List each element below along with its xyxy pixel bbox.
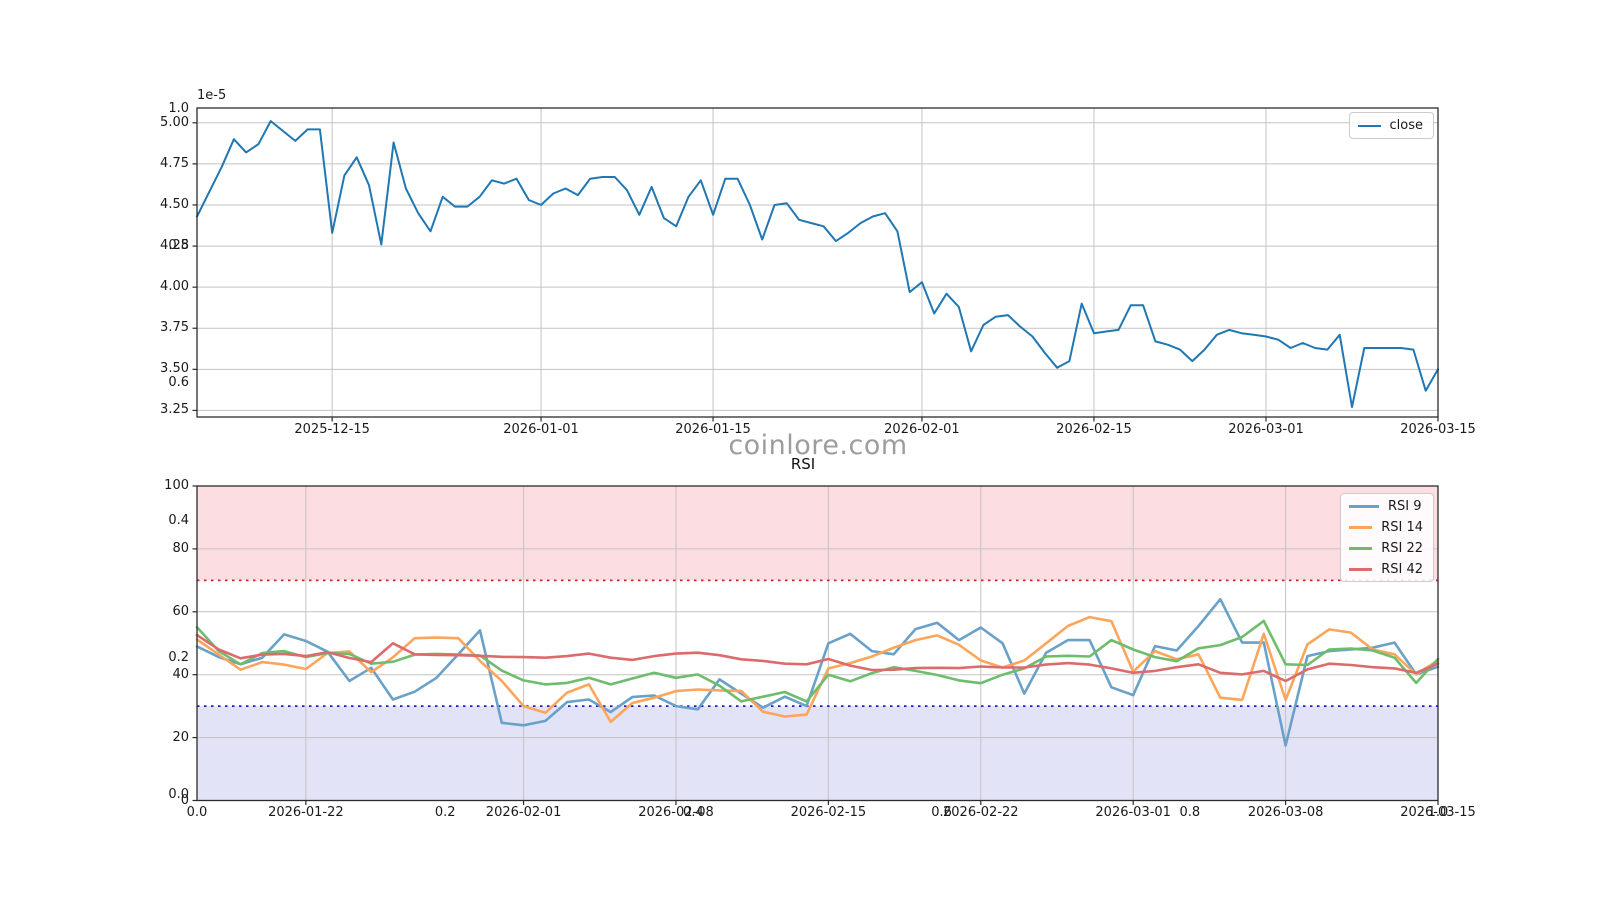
y-tick-label: 3.50 [160,361,189,377]
x-tick-label: 2026-03-01 [1095,805,1171,820]
hidden-axis-y-label: 0.2 [168,649,189,665]
x-tick-label: 2026-03-01 [1228,422,1304,437]
hidden-axis-x-label: 0.8 [1179,805,1201,820]
series-line-rsi-22 [195,619,1440,703]
y-tick-label: 3.75 [160,320,189,336]
price-legend: close [1349,112,1434,139]
hidden-axis-y-label: 0.8 [168,238,189,254]
rsi-chart-title: RSI [790,455,816,473]
x-tick-label: 2026-02-15 [790,805,867,820]
hidden-axis-x-label: 0.6 [931,805,952,820]
y-tick-label: 4.25 [160,238,189,254]
y-tick-label: 3.25 [160,402,189,418]
hidden-axis-y-label: 1.0 [168,101,189,116]
y-tick-label: 5.00 [160,114,189,130]
hidden-axis-x-label: 0.0 [186,805,208,820]
x-tick-label: 2026-02-01 [485,805,562,820]
y-tick-label: 60 [172,603,189,619]
legend-item-rsi42: RSI 42 [1349,561,1423,577]
legend-label: close [1389,118,1423,133]
legend-label: RSI 22 [1381,540,1423,556]
x-tick-label: 2026-03-15 [1400,805,1476,820]
axes-spines [196,107,1439,418]
y-tick-label: 4.75 [160,155,189,171]
x-tick-label: 2026-03-08 [1247,805,1324,820]
y-tick-label: 100 [164,478,189,493]
rsi42-line-swatch [1349,567,1373,571]
hidden-axis-x-label: 1.0 [1427,805,1449,820]
x-tick-label: 2025-12-15 [294,422,370,437]
hidden-axis-y-label: 0.0 [168,787,189,802]
legend-label: RSI 14 [1381,519,1423,535]
legend-label: RSI 42 [1381,561,1423,577]
rsi14-line-swatch [1349,525,1373,529]
legend-label: RSI 9 [1388,498,1422,514]
rsi9-line-swatch [1349,504,1379,508]
hidden-axis-y-label: 0.6 [168,375,189,391]
legend-item-close: close [1358,117,1423,134]
x-tick-label: 2026-03-15 [1400,422,1476,437]
close-line-swatch [1358,124,1381,127]
x-tick-label: 2026-02-01 [884,422,960,437]
x-tick-label: 2026-01-22 [268,805,344,820]
x-tick-label: 2026-02-08 [638,805,714,820]
x-tick-label: 2026-02-15 [1056,422,1132,437]
y-tick-label: 4.50 [160,196,189,212]
hidden-axis-y-label: 0.4 [168,512,189,528]
y-tick-label: 40 [172,666,189,682]
rsi22-line-swatch [1349,546,1373,550]
y-tick-label: 20 [172,729,189,745]
y-tick-label: 80 [172,540,189,556]
watermark: coinlore.com [728,430,908,461]
axes-spines [196,485,1439,802]
overbought-band [197,486,1438,581]
oversold-band [197,706,1438,801]
series-line-rsi-9 [195,597,1440,747]
legend-item-rsi22: RSI 22 [1349,540,1423,556]
legend-item-rsi14: RSI 14 [1349,519,1423,535]
x-tick-label: 2026-02-22 [943,805,1019,820]
y-tick-label: 4.00 [160,279,189,295]
legend-item-rsi9: RSI 9 [1349,498,1423,514]
series-line-close [196,120,1439,409]
x-tick-label: 2026-01-15 [675,422,751,437]
y-tick-label: 0 [180,792,189,808]
x-tick-label: 2026-01-01 [503,422,579,437]
rsi-legend: RSI 9 RSI 14 RSI 22 RSI 42 [1340,493,1434,582]
hidden-axis-x-label: 0.4 [683,805,704,820]
series-line-rsi-42 [195,633,1440,683]
hidden-axis-x-label: 0.2 [434,805,456,820]
y-axis-offset-label: 1e-5 [197,88,227,103]
